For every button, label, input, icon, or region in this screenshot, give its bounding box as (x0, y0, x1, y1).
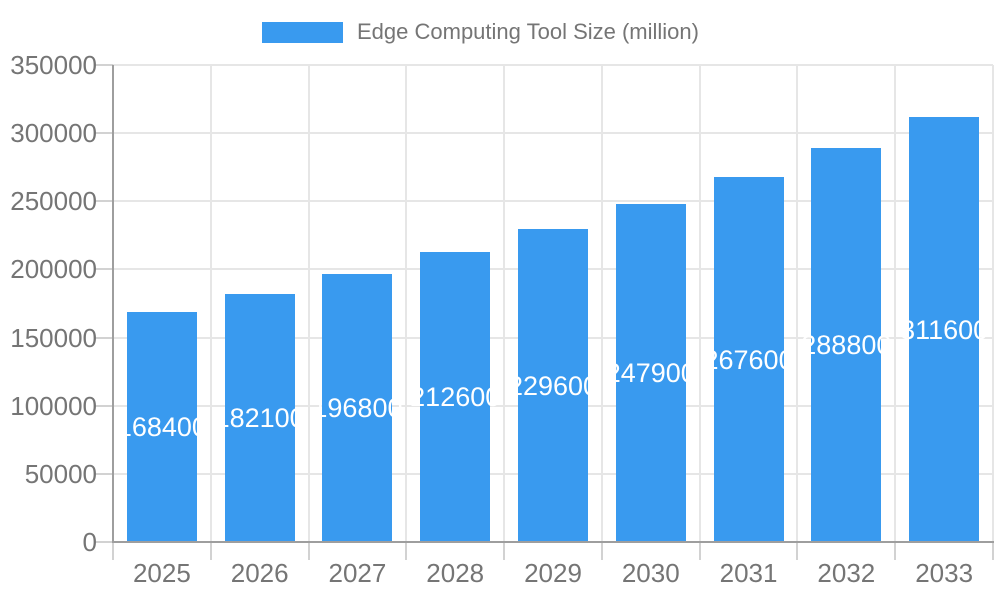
bar[interactable] (126, 312, 197, 542)
x-axis-line (112, 541, 994, 543)
y-axis-tick-mark (95, 336, 113, 339)
gridline-horizontal (113, 132, 993, 135)
bar[interactable] (615, 204, 686, 542)
x-axis-tick-label: 2029 (524, 558, 582, 588)
x-axis-tick-label: 2033 (915, 558, 974, 588)
x-axis-tick-mark (503, 542, 506, 560)
bar[interactable] (322, 273, 393, 542)
x-axis-tick-mark (992, 542, 994, 560)
x-axis-tick-mark (894, 542, 897, 560)
gridline-vertical (796, 65, 799, 542)
x-axis-tick-label: 2026 (230, 558, 289, 588)
bar[interactable] (909, 117, 980, 542)
bar-value-label: 267600 (703, 344, 794, 375)
x-axis-tick-mark (796, 542, 799, 560)
x-axis-tick-mark (209, 542, 212, 560)
bar[interactable] (420, 252, 491, 542)
y-axis-line (112, 65, 114, 543)
y-axis-tick-mark (95, 541, 113, 543)
bar-value-label: 212600 (410, 382, 501, 413)
gridline-vertical (698, 65, 701, 542)
y-axis-tick-label: 250000 (10, 186, 97, 217)
bar-value-label: 247900 (605, 358, 696, 389)
bar[interactable] (224, 293, 295, 542)
x-axis-tick-label: 2027 (328, 558, 387, 588)
gridline-vertical (307, 65, 310, 542)
y-axis-tick-label: 50000 (24, 458, 97, 489)
legend-label: Edge Computing Tool Size (million) (357, 19, 699, 44)
gridline-horizontal (113, 200, 993, 203)
bar-value-label: 168400 (116, 412, 207, 443)
x-axis-tick-mark (405, 542, 408, 560)
x-axis-tick-label: 2030 (621, 558, 680, 588)
gridline-vertical (503, 65, 506, 542)
y-axis-tick-label: 200000 (10, 254, 97, 285)
y-axis-tick-mark (95, 472, 113, 475)
y-axis-tick-mark (95, 404, 113, 407)
y-axis-tick-mark (95, 268, 113, 271)
bar-value-label: 311600 (900, 314, 989, 345)
bar-value-label: 196800 (312, 392, 403, 423)
bar-value-label: 288800 (801, 330, 892, 361)
x-axis-tick-mark (307, 542, 310, 560)
x-axis-tick-label: 2031 (719, 558, 778, 588)
gridline-vertical (992, 65, 994, 542)
gridline-vertical (405, 65, 408, 542)
gridline-vertical (209, 65, 212, 542)
y-axis-tick-mark (95, 64, 113, 66)
bar-value-label: 229600 (507, 370, 599, 401)
y-axis-tick-label: 300000 (10, 118, 97, 149)
x-axis-tick-label: 2028 (426, 558, 485, 588)
y-axis-tick-label: 150000 (10, 322, 97, 353)
x-axis-tick-label: 2025 (132, 558, 191, 588)
x-axis-tick-mark (112, 542, 114, 560)
legend-item[interactable]: Edge Computing Tool Size (million) (262, 19, 699, 45)
gridline-vertical (600, 65, 603, 542)
bar[interactable] (518, 229, 588, 542)
y-axis-tick-label: 100000 (10, 390, 97, 421)
bar[interactable] (811, 148, 882, 542)
y-axis-tick-mark (95, 132, 113, 135)
legend-swatch (262, 21, 343, 43)
x-axis-tick-mark (600, 542, 603, 560)
y-axis-tick-label: 350000 (10, 50, 97, 80)
gridline-vertical (894, 65, 897, 542)
bar[interactable] (713, 177, 784, 542)
y-axis-tick-mark (95, 200, 113, 203)
y-axis-tick-label: 0 (82, 527, 97, 557)
x-axis-tick-label: 2032 (817, 558, 876, 588)
gridline-horizontal (113, 64, 993, 66)
bar-value-label: 182100 (214, 402, 305, 433)
x-axis-tick-mark (698, 542, 701, 560)
